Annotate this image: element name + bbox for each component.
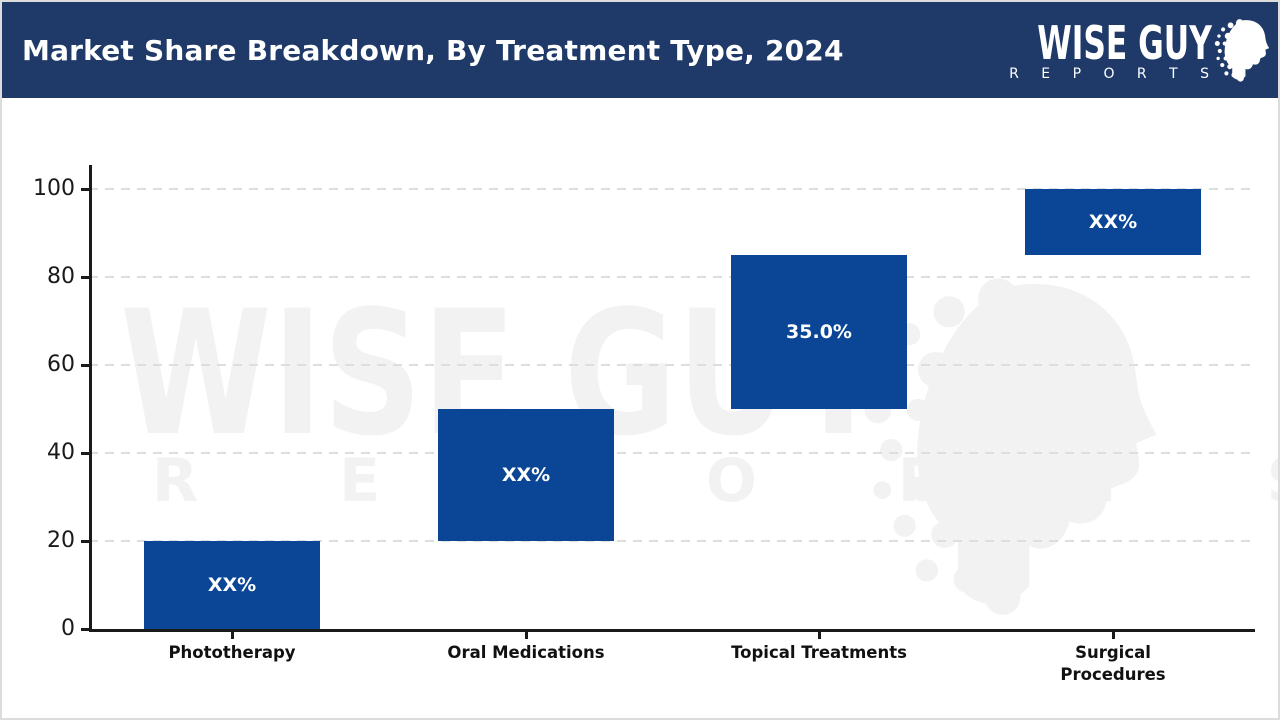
brand-wordmark: WISE GUY R E P O R T S — [955, 15, 1212, 82]
x-tick-label-surgical-procedures: Surgical Procedures — [1060, 643, 1166, 684]
y-axis — [89, 165, 92, 631]
y-tick-label-60: 60 — [47, 352, 75, 377]
x-tick-label-oral-medications: Oral Medications — [447, 643, 605, 662]
y-tick-mark-80 — [81, 276, 89, 279]
x-axis — [89, 629, 1255, 632]
y-tick-label-100: 100 — [33, 176, 75, 201]
y-tick-mark-60 — [81, 364, 89, 367]
bar-value-label-oral-medications: XX% — [501, 464, 551, 486]
bar-oral-medications: XX% — [438, 409, 614, 541]
x-tick-mark-topical-treatments — [818, 631, 821, 639]
x-tick-mark-phototherapy — [231, 631, 234, 639]
y-tick-label-0: 0 — [61, 616, 75, 641]
gridline-80 — [89, 276, 1255, 278]
x-tick-mark-surgical-procedures — [1112, 631, 1115, 639]
chart-area: WISE GUY R E P O R T S 0 20 40 60 80 100 XX% Ph… — [2, 98, 1278, 718]
gridline-100 — [89, 188, 1255, 190]
x-tick-mark-oral-medications — [525, 631, 528, 639]
brand-wordmark-line1: WISE GUY — [1037, 15, 1212, 70]
page-title: Market Share Breakdown, By Treatment Typ… — [22, 33, 844, 67]
y-tick-label-20: 20 — [47, 528, 75, 553]
bar-surgical-procedures: XX% — [1025, 189, 1201, 255]
y-tick-mark-40 — [81, 452, 89, 455]
gridline-40 — [89, 452, 1255, 454]
brand-logo: WISE GUY R E P O R T S — [955, 8, 1272, 94]
bar-phototherapy: XX% — [144, 541, 320, 629]
y-tick-label-80: 80 — [47, 264, 75, 289]
bar-value-label-phototherapy: XX% — [207, 574, 257, 596]
bar-topical-treatments: 35.0% — [731, 255, 907, 409]
gridline-20 — [89, 540, 1255, 542]
gridline-60 — [89, 364, 1255, 366]
header-bar: Market Share Breakdown, By Treatment Typ… — [2, 2, 1278, 98]
y-tick-label-40: 40 — [47, 440, 75, 465]
bar-value-label-topical-treatments: 35.0% — [786, 321, 852, 343]
y-tick-mark-20 — [81, 540, 89, 543]
y-tick-mark-0 — [81, 628, 89, 631]
y-tick-mark-100 — [81, 188, 89, 191]
brand-wordmark-line2: R E P O R T S — [1009, 65, 1218, 82]
x-tick-label-topical-treatments: Topical Treatments — [731, 643, 907, 662]
x-tick-label-phototherapy: Phototherapy — [168, 643, 296, 662]
bar-value-label-surgical-procedures: XX% — [1088, 211, 1138, 233]
